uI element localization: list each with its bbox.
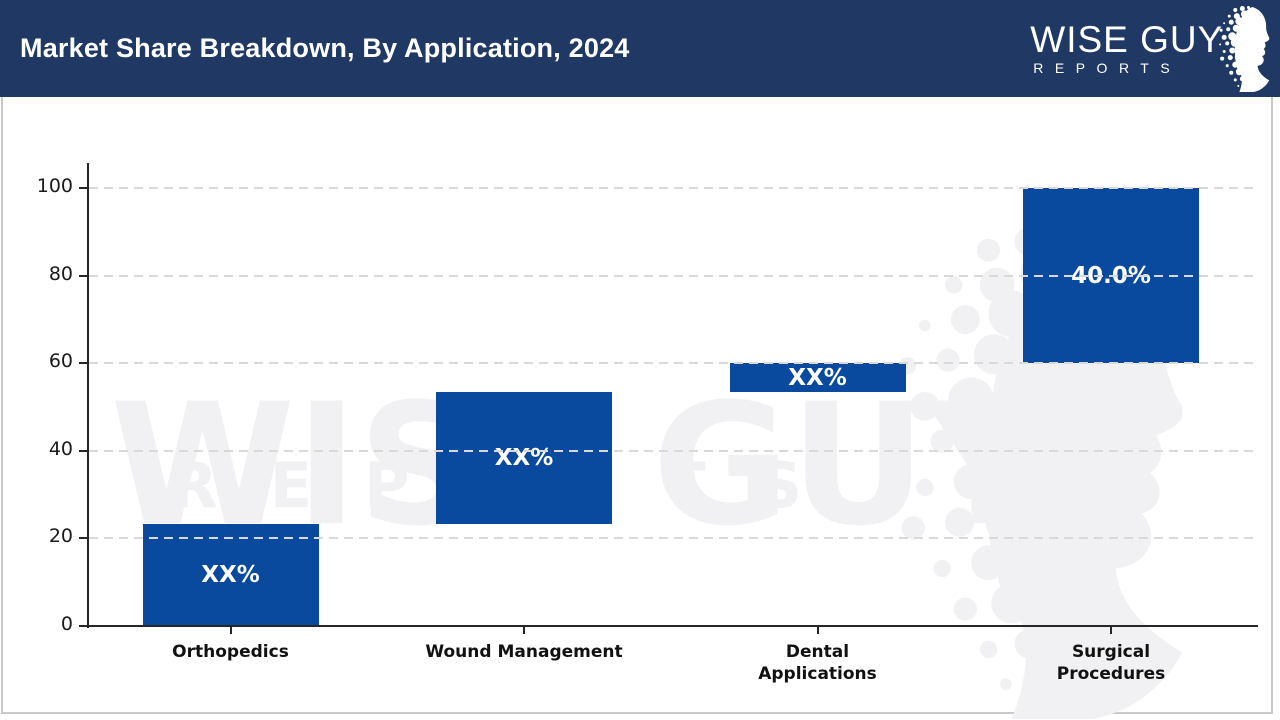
gridline-80 <box>89 274 1258 277</box>
y-tick-mark <box>79 274 87 277</box>
gridline-60 <box>89 362 1258 365</box>
logo-wordmark-line1: WISE GUY <box>1030 19 1224 60</box>
gridline-100 <box>89 186 1258 189</box>
x-tick-mark <box>816 627 819 634</box>
gridline-40 <box>89 449 1258 452</box>
y-tick-mark <box>79 186 87 189</box>
x-tick-mark <box>523 627 525 634</box>
bar-3: XX% <box>729 363 906 393</box>
y-axis-line <box>87 163 89 628</box>
x-category-label: Wound Management <box>425 642 623 662</box>
logo-wordmark: WISE GUY REPORTS <box>1030 21 1223 76</box>
x-category-label: Surgical Procedures <box>1056 642 1166 685</box>
bar-value-label: XX% <box>788 364 847 391</box>
y-tick-label: 60 <box>48 350 73 373</box>
y-tick-label: 100 <box>36 174 73 197</box>
bar-value-label: XX% <box>494 445 554 472</box>
x-category-label: Dental Applications <box>758 642 877 685</box>
y-tick-label: 0 <box>60 613 73 635</box>
x-tick-mark <box>229 627 232 634</box>
x-axis-line <box>87 625 1258 627</box>
x-tick-mark <box>1110 627 1112 634</box>
bar-value-label: XX% <box>201 561 260 588</box>
bar-1: XX% <box>142 523 319 626</box>
bar-2: XX% <box>436 392 612 524</box>
plot-area: WISE GUY REPORTS XX%XX%XX%40.0%020406080… <box>0 97 1280 720</box>
gridline-20 <box>89 537 1258 540</box>
y-tick-label: 80 <box>48 262 73 285</box>
y-tick-label: 40 <box>48 437 73 460</box>
y-tick-label: 20 <box>48 525 73 548</box>
y-tick-mark <box>79 625 87 627</box>
y-tick-mark <box>79 449 87 452</box>
chart-title: Market Share Breakdown, By Application, … <box>20 33 630 63</box>
wise-guy-reports-logo: WISE GUY REPORTS <box>1030 6 1270 92</box>
chart-card-border <box>1 97 1273 714</box>
logo-wordmark-line2: REPORTS <box>1033 60 1182 76</box>
y-tick-mark <box>79 537 87 540</box>
header-bar: Market Share Breakdown, By Application, … <box>0 0 1280 97</box>
y-tick-mark <box>79 362 87 365</box>
x-category-label: Orthopedics <box>172 642 289 662</box>
